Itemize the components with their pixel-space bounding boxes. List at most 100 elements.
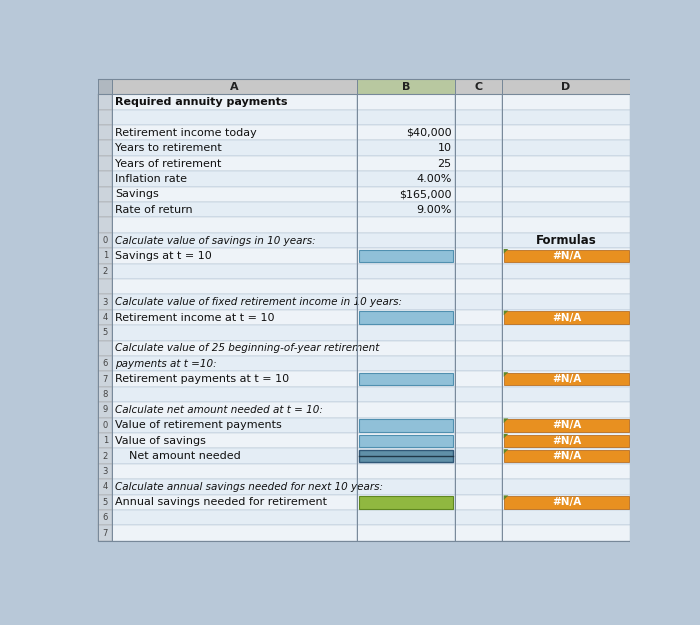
Text: 7: 7 xyxy=(103,529,108,538)
Bar xyxy=(502,479,630,494)
Bar xyxy=(455,79,502,94)
Bar xyxy=(98,264,112,279)
Bar xyxy=(502,141,630,156)
Bar xyxy=(98,310,112,325)
Bar xyxy=(357,79,455,94)
Bar xyxy=(112,264,357,279)
Text: Retirement income today: Retirement income today xyxy=(116,127,257,138)
Bar xyxy=(502,464,630,479)
Bar xyxy=(98,402,112,418)
Text: C: C xyxy=(475,81,482,91)
Text: #N/A: #N/A xyxy=(552,436,581,446)
Bar xyxy=(112,387,357,402)
Bar xyxy=(455,325,502,341)
Bar xyxy=(357,341,455,356)
Bar xyxy=(502,171,630,187)
Bar xyxy=(455,156,502,171)
Bar xyxy=(455,341,502,356)
Text: 10: 10 xyxy=(438,143,452,153)
Bar xyxy=(502,341,630,356)
Bar xyxy=(112,141,357,156)
Bar xyxy=(502,109,630,125)
Polygon shape xyxy=(504,496,508,500)
Bar xyxy=(455,264,502,279)
Bar xyxy=(112,402,357,418)
Bar xyxy=(112,464,357,479)
Text: Value of retirement payments: Value of retirement payments xyxy=(116,421,282,431)
Bar xyxy=(502,248,630,264)
Text: 9: 9 xyxy=(103,406,108,414)
Bar xyxy=(112,494,357,510)
Bar xyxy=(357,125,455,141)
Text: A: A xyxy=(230,81,239,91)
Bar xyxy=(357,187,455,202)
Text: 4: 4 xyxy=(103,482,108,491)
Bar xyxy=(502,325,630,341)
Bar xyxy=(455,371,502,387)
Bar xyxy=(455,171,502,187)
Bar xyxy=(112,79,357,94)
Bar xyxy=(112,233,357,248)
Bar xyxy=(455,94,502,109)
Text: 5: 5 xyxy=(103,498,108,507)
Text: #N/A: #N/A xyxy=(552,421,581,431)
Bar xyxy=(98,449,112,464)
Bar xyxy=(357,141,455,156)
Bar xyxy=(455,279,502,294)
Text: 3: 3 xyxy=(103,298,108,307)
Bar xyxy=(112,341,357,356)
Bar xyxy=(112,526,357,541)
Bar xyxy=(357,310,455,325)
Text: #N/A: #N/A xyxy=(552,251,581,261)
Bar xyxy=(455,418,502,433)
Bar xyxy=(357,171,455,187)
Bar xyxy=(357,387,455,402)
Text: 1: 1 xyxy=(103,436,108,445)
Bar xyxy=(357,94,455,109)
Text: Retirement income at t = 10: Retirement income at t = 10 xyxy=(116,312,275,322)
Bar xyxy=(357,526,455,541)
Bar xyxy=(502,202,630,217)
Bar xyxy=(455,217,502,233)
Bar xyxy=(502,233,630,248)
Bar xyxy=(98,479,112,494)
Bar xyxy=(98,125,112,141)
Bar xyxy=(455,526,502,541)
Bar xyxy=(455,494,502,510)
Bar xyxy=(112,109,357,125)
Bar xyxy=(504,373,629,385)
Text: 8: 8 xyxy=(103,390,108,399)
Text: #N/A: #N/A xyxy=(552,451,581,461)
Bar xyxy=(98,526,112,541)
Text: 3: 3 xyxy=(103,467,108,476)
Bar xyxy=(98,156,112,171)
Bar xyxy=(112,202,357,217)
Bar xyxy=(357,418,455,433)
Text: Years to retirement: Years to retirement xyxy=(116,143,222,153)
Bar xyxy=(357,248,455,264)
Bar xyxy=(98,279,112,294)
Text: Calculate value of 25 beginning-of-year retirement: Calculate value of 25 beginning-of-year … xyxy=(116,343,380,353)
Bar xyxy=(98,79,112,94)
Text: #N/A: #N/A xyxy=(552,312,581,322)
Bar xyxy=(98,233,112,248)
Bar xyxy=(98,371,112,387)
Bar xyxy=(98,325,112,341)
Bar xyxy=(502,371,630,387)
Bar xyxy=(502,217,630,233)
Bar xyxy=(455,449,502,464)
Bar xyxy=(502,402,630,418)
Bar xyxy=(502,79,630,94)
Text: Savings: Savings xyxy=(116,189,159,199)
Bar xyxy=(98,433,112,449)
Text: Retirement payments at t = 10: Retirement payments at t = 10 xyxy=(116,374,290,384)
Text: 0: 0 xyxy=(103,236,108,245)
Bar xyxy=(455,125,502,141)
Bar xyxy=(98,248,112,264)
Bar xyxy=(98,494,112,510)
Text: Net amount needed: Net amount needed xyxy=(116,451,241,461)
Text: Formulas: Formulas xyxy=(536,234,596,247)
Text: Rate of return: Rate of return xyxy=(116,205,193,215)
Bar xyxy=(502,356,630,371)
Bar xyxy=(502,526,630,541)
